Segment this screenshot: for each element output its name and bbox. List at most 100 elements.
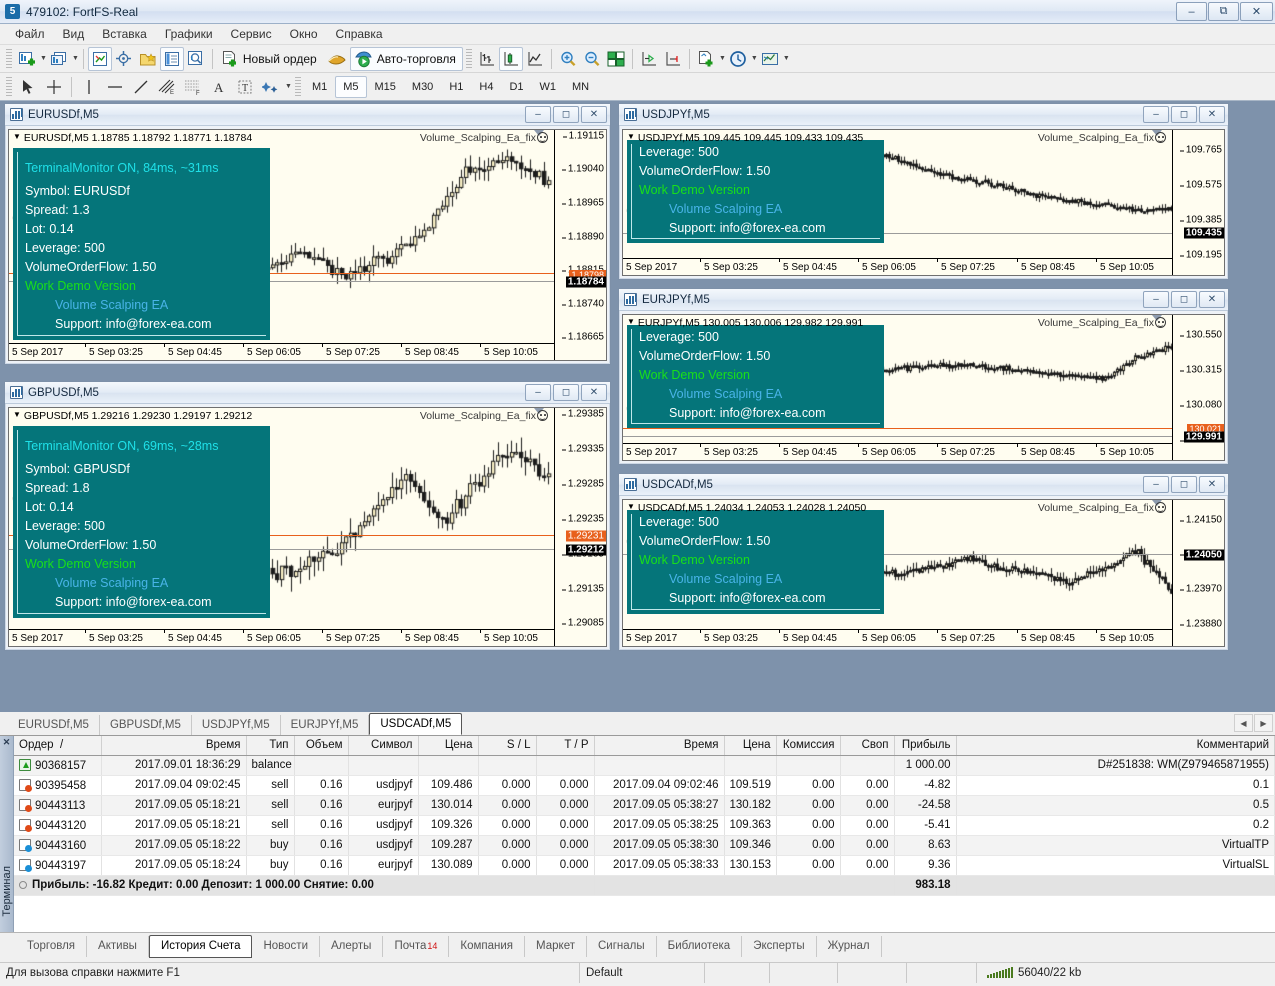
chart-close-button[interactable]: ✕ xyxy=(1199,106,1225,123)
timeframe-m1[interactable]: M1 xyxy=(311,80,328,93)
timeframe-m30[interactable]: M30 xyxy=(411,80,434,93)
line-chart-icon[interactable] xyxy=(523,47,547,71)
chart-window-usdcad[interactable]: USDCADf,M5 – ◻ ✕ ▼ USDCADf,M5 1.24034 1.2… xyxy=(618,473,1229,651)
table-row[interactable]: 90395458 2017.09.04 09:02:45 sell 0.16 usdjp… xyxy=(14,775,1275,796)
price-axis[interactable]: 1.19115 1.19040 1.18965 1.18890 1.18815 … xyxy=(554,130,606,360)
col-time-open[interactable]: Время xyxy=(101,736,247,756)
chart-plot-area[interactable]: ▼ GBPUSDf,M5 1.29216 1.29230 1.29197 1.29… xyxy=(9,408,606,646)
chart-plot-area[interactable]: ▼ EURJPYf,M5 130.005 130.006 129.982 129.… xyxy=(623,315,1224,460)
orders-table-container[interactable]: Ордер / Время Тип Объем Символ Цена S / … xyxy=(14,736,1275,902)
toolbar-grip[interactable] xyxy=(6,76,12,97)
indicators-icon[interactable] xyxy=(694,47,718,71)
price-axis[interactable]: 1.29385 1.29335 1.29285 1.29235 1.29185 … xyxy=(554,408,606,646)
chart-tab-usdjpy[interactable]: USDJPYf,M5 xyxy=(192,715,281,735)
zoom-out-icon[interactable] xyxy=(580,47,604,71)
chart-body[interactable]: ▼ USDCADf,M5 1.24034 1.24053 1.24028 1.24… xyxy=(622,499,1225,647)
crosshair-icon[interactable] xyxy=(41,75,67,99)
minimize-button[interactable]: – xyxy=(1176,2,1207,21)
chart-maximize-button[interactable]: ◻ xyxy=(553,384,579,401)
horizontal-line-icon[interactable] xyxy=(102,75,128,99)
menu-help[interactable]: Справка xyxy=(335,27,383,41)
menu-insert[interactable]: Вставка xyxy=(102,27,147,41)
menu-view[interactable]: Вид xyxy=(62,27,85,41)
new-order-button[interactable]: Новый ордер xyxy=(217,47,324,71)
tab-account-history[interactable]: История Счета xyxy=(148,934,253,958)
chart-minimize-button[interactable]: – xyxy=(1143,106,1169,123)
templates-icon[interactable] xyxy=(758,47,782,71)
trendline-icon[interactable] xyxy=(128,75,154,99)
tab-exposure[interactable]: Активы xyxy=(87,935,149,957)
col-order[interactable]: Ордер / xyxy=(14,736,102,756)
chart-body[interactable]: ▼ EURUSDf,M5 1.18785 1.18792 1.18771 1.18… xyxy=(8,129,607,361)
chart-shift-icon[interactable] xyxy=(637,47,661,71)
menu-window[interactable]: Окно xyxy=(289,27,318,41)
col-commission[interactable]: Комиссия xyxy=(776,736,841,756)
market-watch-icon[interactable] xyxy=(87,46,112,71)
table-row[interactable]: 90368157 2017.09.01 18:36:29 balance 1 000.… xyxy=(14,755,1275,776)
chart-body[interactable]: ▼ GBPUSDf,M5 1.29216 1.29230 1.29197 1.29… xyxy=(8,407,607,647)
chart-tab-gbpusd[interactable]: GBPUSDf,M5 xyxy=(100,715,192,735)
chart-maximize-button[interactable]: ◻ xyxy=(553,106,579,123)
table-row[interactable]: 90443113 2017.09.05 05:18:21 sell 0.16 eurjp… xyxy=(14,795,1275,816)
tab-experts[interactable]: Эксперты xyxy=(742,935,817,957)
profiles-icon[interactable] xyxy=(47,47,71,71)
tabs-scroll-left-icon[interactable]: ◀ xyxy=(1234,714,1253,732)
text-label-icon[interactable]: T xyxy=(232,75,258,99)
col-price-close[interactable]: Цена xyxy=(724,736,777,756)
chart-maximize-button[interactable]: ◻ xyxy=(1171,291,1197,308)
period-dropdown-icon[interactable]: ▼ xyxy=(750,55,758,62)
toolbar-grip[interactable] xyxy=(6,48,12,69)
chart-minimize-button[interactable]: – xyxy=(525,106,551,123)
fibonacci-icon[interactable]: F xyxy=(180,75,206,99)
indicators-dropdown-icon[interactable]: ▼ xyxy=(718,55,726,62)
new-chart-dropdown-icon[interactable]: ▼ xyxy=(40,55,47,62)
timeframe-h1[interactable]: H1 xyxy=(449,80,464,93)
timeframe-w1[interactable]: W1 xyxy=(539,80,557,93)
chart-tab-eurjpy[interactable]: EURJPYf,M5 xyxy=(281,715,370,735)
price-axis[interactable]: 1.24150 1.24060 1.23970 1.23880 1.24050 xyxy=(1172,500,1224,646)
close-button[interactable]: ✕ xyxy=(1240,2,1273,21)
menu-tools[interactable]: Сервис xyxy=(230,27,272,41)
profiles-dropdown-icon[interactable]: ▼ xyxy=(71,55,79,62)
toolbar-grip[interactable] xyxy=(465,48,472,69)
chart-titlebar[interactable]: USDCADf,M5 – ◻ ✕ xyxy=(619,474,1228,496)
terminal-close-icon[interactable]: ✕ xyxy=(2,737,11,747)
tab-signals[interactable]: Сигналы xyxy=(587,935,657,957)
bar-chart-icon[interactable] xyxy=(475,47,499,71)
tab-news[interactable]: Новости xyxy=(252,935,320,957)
tab-market[interactable]: Маркет xyxy=(525,935,587,957)
chart-titlebar[interactable]: EURUSDf,M5 – ◻ ✕ xyxy=(5,104,610,126)
restore-button[interactable]: ⧉ xyxy=(1208,2,1239,21)
tile-windows-icon[interactable] xyxy=(604,47,628,71)
col-time-close[interactable]: Время xyxy=(594,736,725,756)
data-window-icon[interactable] xyxy=(136,47,160,71)
text-icon[interactable]: A xyxy=(206,75,232,99)
chart-body[interactable]: ▼ USDJPYf,M5 109.445 109.445 109.433 109.… xyxy=(622,129,1225,276)
col-profit[interactable]: Прибыль xyxy=(894,736,957,756)
tab-code-base[interactable]: Библиотека xyxy=(657,935,743,957)
auto-scroll-icon[interactable] xyxy=(661,47,685,71)
templates-dropdown-icon[interactable]: ▼ xyxy=(782,55,790,62)
period-icon[interactable] xyxy=(726,47,750,71)
table-row[interactable]: 90443197 2017.09.05 05:18:24 buy 0.16 eurjpy… xyxy=(14,855,1275,876)
price-axis[interactable]: 109.765 109.575 109.385 109.195 109.435 xyxy=(1172,130,1224,275)
chart-maximize-button[interactable]: ◻ xyxy=(1171,106,1197,123)
chart-plot-area[interactable]: ▼ EURUSDf,M5 1.18785 1.18792 1.18771 1.18… xyxy=(9,130,606,360)
timeframe-mn[interactable]: MN xyxy=(572,80,590,93)
chart-minimize-button[interactable]: – xyxy=(1143,291,1169,308)
tab-trade[interactable]: Торговля xyxy=(16,935,88,957)
chart-window-eurusd[interactable]: EURUSDf,M5 – ◻ ✕ ▼ EURUSDf,M5 1.18785 1.1… xyxy=(4,103,611,365)
chart-titlebar[interactable]: USDJPYf,M5 – ◻ ✕ xyxy=(619,104,1228,126)
chart-body[interactable]: ▼ EURJPYf,M5 130.005 130.006 129.982 129.… xyxy=(622,314,1225,461)
timeframe-h4[interactable]: H4 xyxy=(479,80,494,93)
chart-close-button[interactable]: ✕ xyxy=(581,384,607,401)
chart-window-usdjpy[interactable]: USDJPYf,M5 – ◻ ✕ ▼ USDJPYf,M5 109.445 109… xyxy=(618,103,1229,280)
timeframe-d1[interactable]: D1 xyxy=(509,80,524,93)
table-row[interactable]: 90443120 2017.09.05 05:18:21 sell 0.16 usdjp… xyxy=(14,815,1275,836)
candlestick-chart-icon[interactable] xyxy=(498,46,523,71)
vertical-line-icon[interactable] xyxy=(76,75,102,99)
equidistant-channel-icon[interactable]: E xyxy=(154,75,180,99)
terminal-icon[interactable] xyxy=(159,46,184,71)
shapes-icon[interactable] xyxy=(258,75,284,99)
shapes-dropdown-icon[interactable]: ▼ xyxy=(285,83,292,90)
